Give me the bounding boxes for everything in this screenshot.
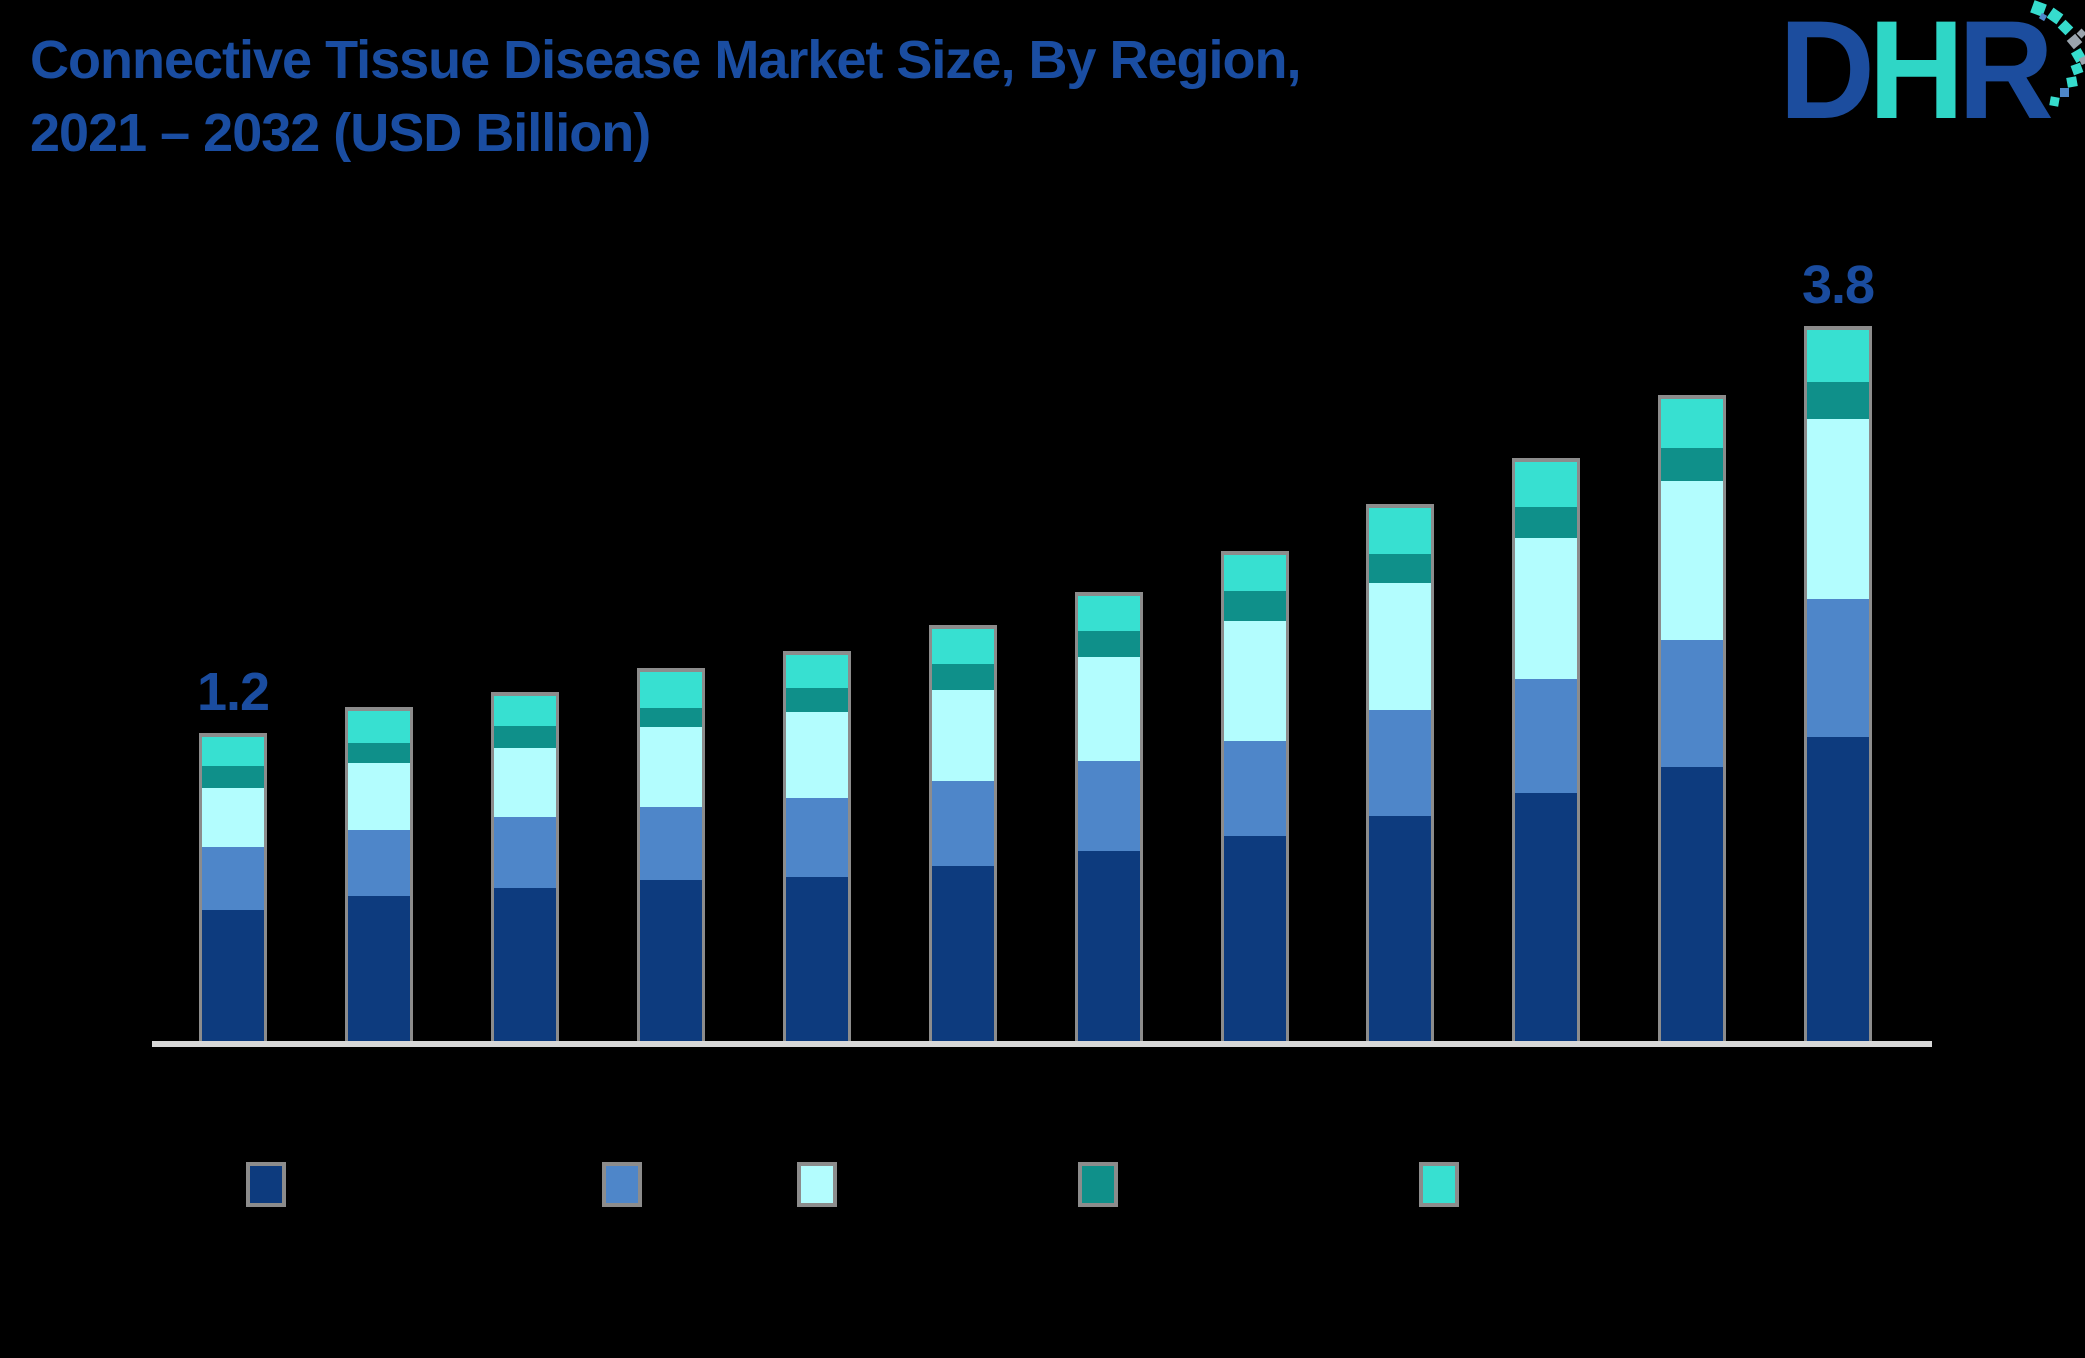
dhr-logo: DHR xyxy=(1779,0,2054,140)
bar-2031-segment-series-a-navy xyxy=(1661,767,1723,1041)
bar-2032-segment-series-e-turquoise xyxy=(1807,330,1869,382)
bar-2031 xyxy=(1658,395,1726,1041)
legend-swatch-series-c-lightcyan xyxy=(801,1166,833,1203)
bar-2029-segment-series-c-lightcyan xyxy=(1369,583,1431,710)
bar-2030-segment-series-b-blue xyxy=(1515,679,1577,793)
bar-2027-segment-series-e-turquoise xyxy=(1078,596,1140,631)
bar-2032-segment-series-d-teal xyxy=(1807,382,1869,419)
bar-2026 xyxy=(929,625,997,1041)
bar-2030-segment-series-d-teal xyxy=(1515,507,1577,538)
legend-swatch-series-e-turquoise xyxy=(1423,1166,1455,1203)
bar-2022-segment-series-a-navy xyxy=(348,896,410,1041)
bar-2024-segment-series-b-blue xyxy=(640,807,702,880)
bar-2027-segment-series-a-navy xyxy=(1078,851,1140,1041)
bar-2026-segment-series-d-teal xyxy=(932,664,994,690)
bar-2029 xyxy=(1366,504,1434,1041)
bar-2029-segment-series-b-blue xyxy=(1369,710,1431,816)
bar-2022-segment-series-d-teal xyxy=(348,743,410,763)
bar-2024 xyxy=(637,668,705,1041)
bar-2028-segment-series-c-lightcyan xyxy=(1224,621,1286,741)
bar-2022-segment-series-b-blue xyxy=(348,830,410,896)
bar-2032 xyxy=(1804,326,1872,1041)
bar-2029-segment-series-d-teal xyxy=(1369,554,1431,583)
bar-2030-segment-series-a-navy xyxy=(1515,793,1577,1041)
logo-letter-r: R xyxy=(1957,0,2054,148)
bar-2029-segment-series-a-navy xyxy=(1369,816,1431,1041)
logo-dot-icon xyxy=(2049,96,2060,107)
bar-2027-segment-series-b-blue xyxy=(1078,761,1140,851)
bar-2030-segment-series-c-lightcyan xyxy=(1515,538,1577,679)
logo-dot-icon xyxy=(2060,88,2069,97)
bar-2024-segment-series-d-teal xyxy=(640,708,702,727)
bar-2028-segment-series-e-turquoise xyxy=(1224,555,1286,591)
title-line-2: 2021 – 2032 (USD Billion) xyxy=(30,102,651,163)
bar-2023-segment-series-e-turquoise xyxy=(494,696,556,726)
bar-2032-segment-series-c-lightcyan xyxy=(1807,419,1869,599)
x-axis-line xyxy=(152,1041,1932,1047)
bar-2028-segment-series-d-teal xyxy=(1224,591,1286,621)
bar-2021-segment-series-d-teal xyxy=(202,766,264,788)
bar-2022 xyxy=(345,707,413,1041)
bar-2031-segment-series-e-turquoise xyxy=(1661,399,1723,448)
bar-2031-segment-series-d-teal xyxy=(1661,448,1723,481)
bar-2024-segment-series-e-turquoise xyxy=(640,672,702,708)
bar-2025-segment-series-b-blue xyxy=(786,798,848,877)
value-label-first-bar: 1.2 xyxy=(196,662,270,722)
bar-2022-segment-series-c-lightcyan xyxy=(348,763,410,830)
bar-2027-segment-series-c-lightcyan xyxy=(1078,657,1140,761)
bar-2031-segment-series-b-blue xyxy=(1661,640,1723,767)
page-title: Connective Tissue Disease Market Size, B… xyxy=(30,24,1301,170)
bar-2030 xyxy=(1512,458,1580,1041)
bar-2028-segment-series-a-navy xyxy=(1224,836,1286,1041)
bar-2025 xyxy=(783,651,851,1041)
bar-2022-segment-series-e-turquoise xyxy=(348,711,410,743)
bar-2030-segment-series-e-turquoise xyxy=(1515,462,1577,507)
bar-2028 xyxy=(1221,551,1289,1041)
bar-2027 xyxy=(1075,592,1143,1041)
bar-2027-segment-series-d-teal xyxy=(1078,631,1140,657)
bar-2028-segment-series-b-blue xyxy=(1224,741,1286,836)
logo-dot-icon xyxy=(2057,19,2074,36)
bar-2021-segment-series-b-blue xyxy=(202,847,264,910)
legend-swatch-series-a-navy xyxy=(250,1166,282,1203)
logo-letter-d: D xyxy=(1779,0,1875,148)
bar-2025-segment-series-e-turquoise xyxy=(786,655,848,688)
bar-2029-segment-series-e-turquoise xyxy=(1369,508,1431,554)
bar-2024-segment-series-c-lightcyan xyxy=(640,727,702,807)
bar-2025-segment-series-d-teal xyxy=(786,688,848,712)
bar-2023-segment-series-d-teal xyxy=(494,726,556,748)
bar-2026-segment-series-e-turquoise xyxy=(932,629,994,664)
bar-2031-segment-series-c-lightcyan xyxy=(1661,481,1723,640)
bar-2021-segment-series-c-lightcyan xyxy=(202,788,264,847)
logo-dot-icon xyxy=(2066,76,2078,88)
bar-2023-segment-series-b-blue xyxy=(494,817,556,888)
legend-swatch-series-d-teal xyxy=(1082,1166,1114,1203)
bar-2021 xyxy=(199,733,267,1041)
bar-2026-segment-series-c-lightcyan xyxy=(932,690,994,781)
value-label-last-bar: 3.8 xyxy=(1801,255,1875,315)
bar-2023 xyxy=(491,692,559,1041)
bar-2032-segment-series-a-navy xyxy=(1807,737,1869,1041)
title-line-1: Connective Tissue Disease Market Size, B… xyxy=(30,30,1301,90)
bar-2026-segment-series-b-blue xyxy=(932,781,994,866)
logo-letter-h: H xyxy=(1868,0,1964,148)
bar-2024-segment-series-a-navy xyxy=(640,880,702,1041)
logo-dot-icon xyxy=(2046,7,2064,25)
bar-2025-segment-series-a-navy xyxy=(786,877,848,1041)
bar-2026-segment-series-a-navy xyxy=(932,866,994,1041)
bar-2025-segment-series-c-lightcyan xyxy=(786,712,848,798)
bar-2023-segment-series-c-lightcyan xyxy=(494,748,556,817)
bar-2021-segment-series-a-navy xyxy=(202,910,264,1041)
bar-2032-segment-series-b-blue xyxy=(1807,599,1869,737)
legend-swatch-series-b-blue xyxy=(606,1166,638,1203)
bar-2021-segment-series-e-turquoise xyxy=(202,737,264,766)
bar-2023-segment-series-a-navy xyxy=(494,888,556,1041)
